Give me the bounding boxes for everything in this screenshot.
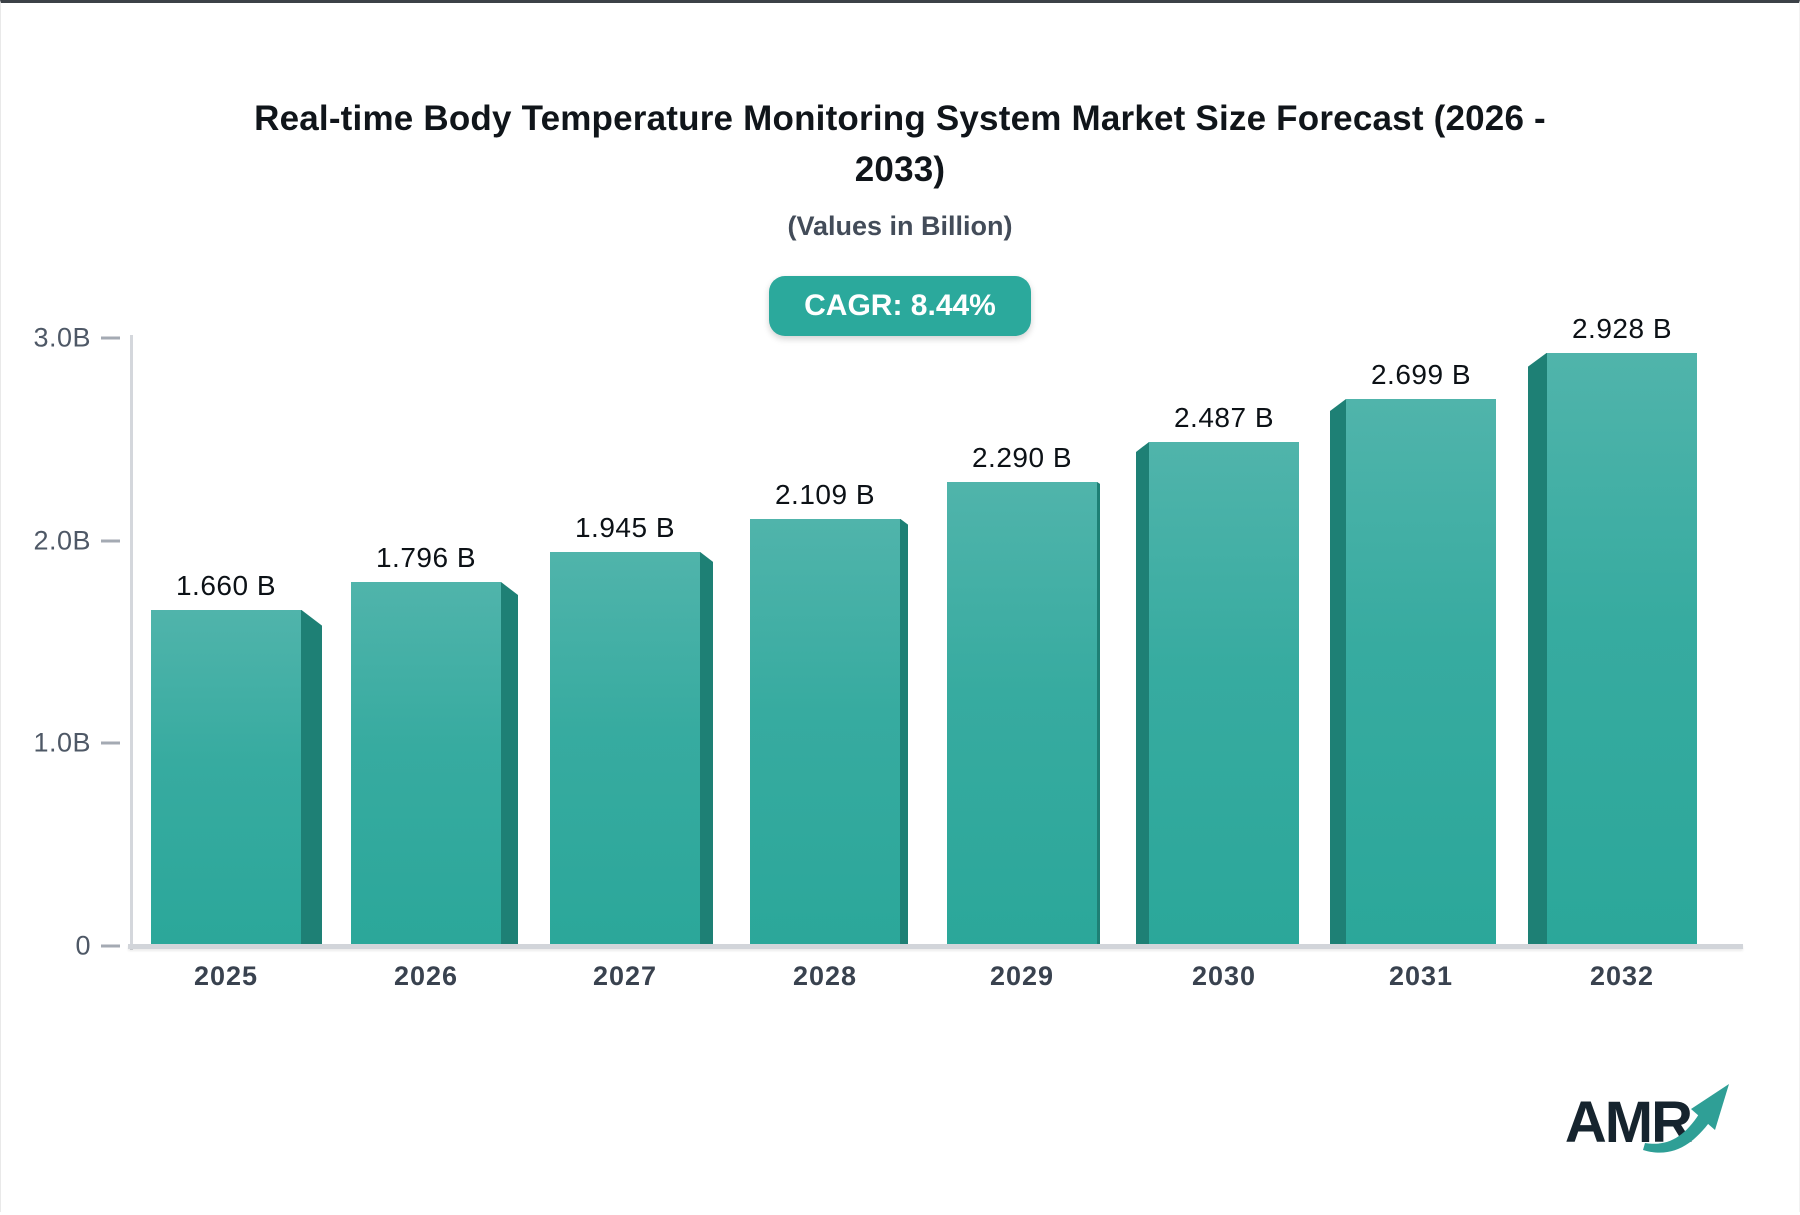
bar-value-label: 2.699 B <box>1370 359 1472 390</box>
amr-logo: AMR <box>1565 1084 1729 1156</box>
chart-title-line2: 2033) <box>854 150 946 189</box>
bar-value-label: 1.796 B <box>375 542 477 573</box>
chart-header: Real-time Body Temperature Monitoring Sy… <box>1 93 1799 336</box>
bar-value-label: 2.109 B <box>774 478 876 510</box>
x-axis-label-2028: 2028 <box>792 961 858 991</box>
bar-side-face <box>501 582 518 946</box>
chart-title-line1: Real-time Body Temperature Monitoring Sy… <box>254 99 1546 138</box>
bar-value-label: 1.945 B <box>574 511 676 543</box>
y-axis-tick-label: 0 <box>75 930 91 961</box>
x-axis-label-2032: 2032 <box>1589 961 1655 991</box>
bar-value-label: 2.487 B <box>1173 401 1275 433</box>
bar-value-label: 1.660 B <box>175 569 277 601</box>
bar-2031 <box>1346 399 1496 946</box>
y-axis-tick-mark <box>101 741 120 745</box>
bar-2028 <box>750 518 900 946</box>
bar-2026 <box>351 582 501 946</box>
bar-2027 <box>550 551 700 946</box>
growth-arrow-icon <box>1643 1084 1729 1153</box>
x-axis-label-2029: 2029 <box>989 961 1055 991</box>
y-axis-tick-mark <box>101 539 120 543</box>
x-axis-label-2030: 2030 <box>1191 961 1257 991</box>
y-axis-tick-label: 1.0B <box>33 727 91 758</box>
bar-side-face <box>700 551 713 946</box>
y-axis-line <box>130 335 133 950</box>
bar-side-face <box>301 609 322 946</box>
bar-value-label: 2.290 B <box>971 441 1073 473</box>
bar-side-face <box>1097 481 1100 946</box>
bar-side-face <box>1136 441 1149 946</box>
bar-2032 <box>1547 352 1697 946</box>
x-axis-line <box>128 944 1743 949</box>
bar-2030 <box>1149 441 1299 946</box>
bar-side-face <box>1330 399 1346 946</box>
chart-subtitle: (Values in Billion) <box>787 211 1013 241</box>
bar-side-face <box>1528 352 1547 946</box>
x-axis-label-2031: 2031 <box>1388 961 1454 991</box>
x-axis-label-2027: 2027 <box>592 961 658 991</box>
bar-2025 <box>151 609 301 946</box>
y-axis-tick-label: 2.0B <box>33 525 91 556</box>
x-axis-label-2025: 2025 <box>193 961 259 991</box>
chart-title: Real-time Body Temperature Monitoring Sy… <box>1 93 1799 195</box>
y-axis-tick-mark <box>101 336 120 340</box>
bar-2029 <box>947 481 1097 946</box>
bar-side-face <box>900 518 908 946</box>
cagr-badge: CAGR: 8.44% <box>769 276 1031 336</box>
y-axis-tick-mark <box>101 944 120 948</box>
x-axis-label-2026: 2026 <box>393 961 459 991</box>
